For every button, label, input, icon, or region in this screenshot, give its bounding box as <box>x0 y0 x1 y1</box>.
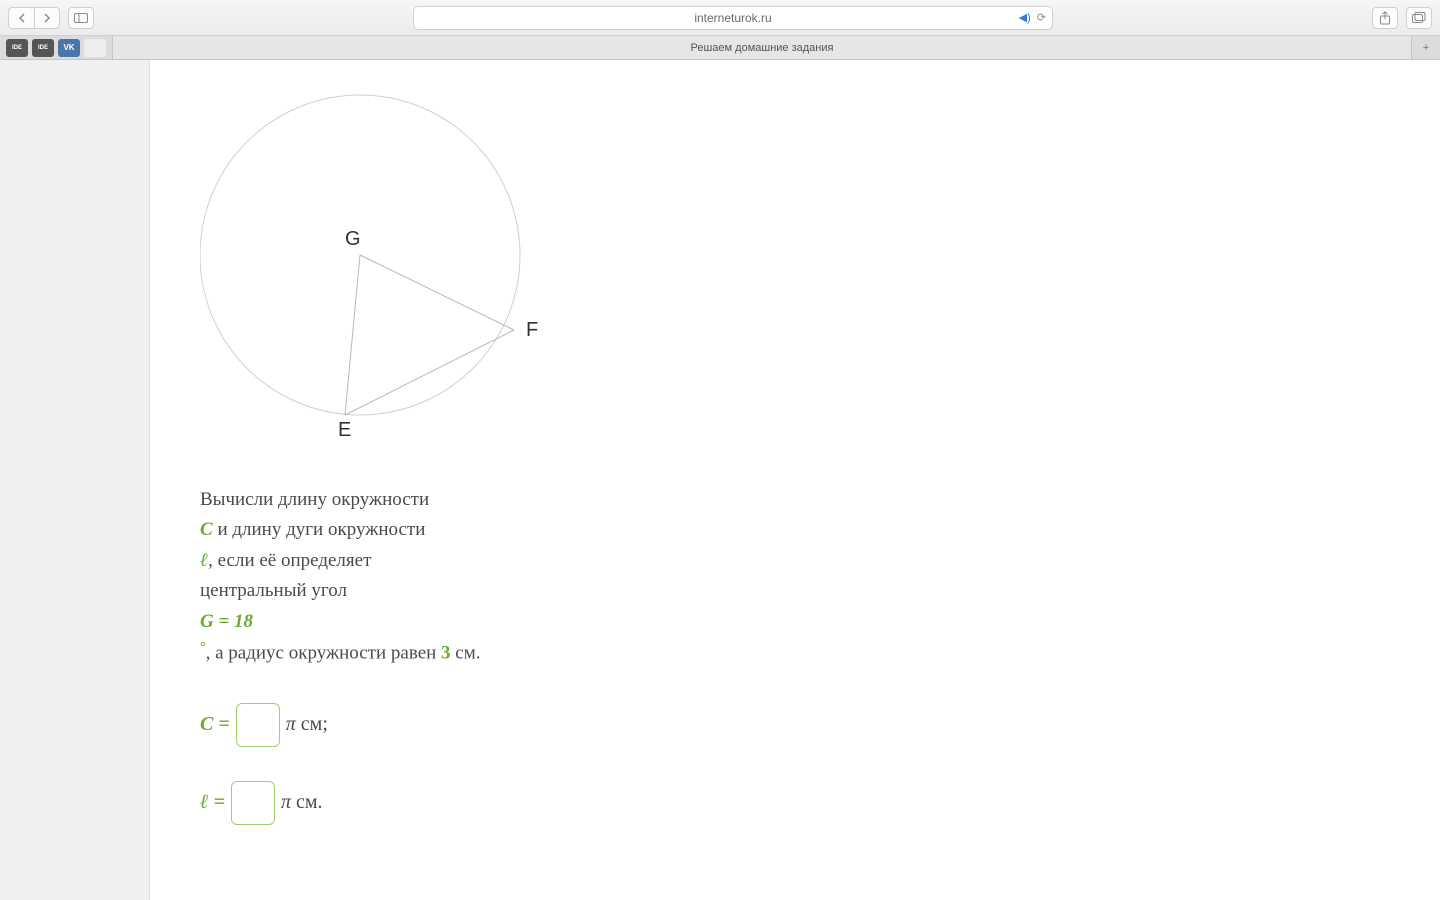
line-GF <box>360 255 514 330</box>
favorites-strip: IDE IDE VK <box>0 36 113 59</box>
line-GE <box>345 255 360 415</box>
sidebar-toggle-button[interactable] <box>68 7 94 29</box>
unit-cm: см. <box>451 642 481 663</box>
share-icon <box>1379 11 1391 25</box>
favicon-empty[interactable] <box>84 39 106 57</box>
content-area: G F E Вычисли длину окружности C и длину… <box>0 60 1440 900</box>
reload-button[interactable]: ⟳ <box>1037 11 1046 24</box>
tab-label: Решаем домашние задания <box>691 42 834 54</box>
favicon-vk[interactable]: VK <box>58 39 80 57</box>
chevron-right-icon <box>43 13 51 23</box>
address-controls: ◀︎) ⟳ <box>1019 11 1046 24</box>
sym-G-eq: G = 18 <box>200 611 253 632</box>
browser-toolbar: interneturok.ru ◀︎) ⟳ <box>0 0 1440 36</box>
ans-l-prefix: ℓ = <box>200 791 225 814</box>
label-G: G <box>345 228 361 250</box>
circle-diagram: G F E <box>200 90 1400 455</box>
diagram-svg: G F E <box>200 90 560 450</box>
problem-line4: центральный угол <box>200 580 347 601</box>
nav-buttons <box>8 7 60 29</box>
toolbar-right <box>1372 7 1432 29</box>
label-F: F <box>526 319 538 341</box>
problem-text: Вычисли длину окружности C и длину дуги … <box>200 485 680 669</box>
sidebar-icon <box>74 13 88 23</box>
share-button[interactable] <box>1372 7 1398 29</box>
input-l[interactable] <box>231 781 275 825</box>
problem-line1: Вычисли длину окружности <box>200 489 429 510</box>
line-FE <box>345 330 514 415</box>
active-tab[interactable]: Решаем домашние задания <box>113 36 1412 59</box>
ans-C-prefix: C = <box>200 713 230 736</box>
page-content: G F E Вычисли длину окружности C и длину… <box>150 60 1440 900</box>
label-E: E <box>338 419 351 441</box>
back-button[interactable] <box>8 7 34 29</box>
problem-line5: , а радиус окружности равен <box>206 642 441 663</box>
favicon-ide-2[interactable]: IDE <box>32 39 54 57</box>
answer-block: C = π см; ℓ = π см. <box>200 703 1400 825</box>
answer-row-l: ℓ = π см. <box>200 781 1400 825</box>
sym-l: ℓ <box>200 550 208 571</box>
tabs-overview-button[interactable] <box>1406 7 1432 29</box>
tab-bar: IDE IDE VK Решаем домашние задания + <box>0 36 1440 60</box>
url-text: interneturok.ru <box>694 11 771 25</box>
ans-l-suffix: π см. <box>281 791 323 814</box>
input-C[interactable] <box>236 703 280 747</box>
favicon-ide-1[interactable]: IDE <box>6 39 28 57</box>
ans-C-suffix: π см; <box>286 713 328 736</box>
new-tab-button[interactable]: + <box>1412 36 1440 59</box>
address-bar[interactable]: interneturok.ru ◀︎) ⟳ <box>413 6 1053 30</box>
address-bar-wrap: interneturok.ru ◀︎) ⟳ <box>102 6 1364 30</box>
tabs-icon <box>1412 12 1426 24</box>
answer-row-C: C = π см; <box>200 703 1400 747</box>
chevron-left-icon <box>18 13 26 23</box>
problem-line2: и длину дуги окружности <box>213 519 426 540</box>
page-gutter <box>0 60 150 900</box>
problem-line3: , если её определяет <box>208 550 371 571</box>
forward-button[interactable] <box>34 7 60 29</box>
reader-audio-icon[interactable]: ◀︎) <box>1019 11 1031 24</box>
sym-C: C <box>200 519 213 540</box>
radius-val: 3 <box>441 642 451 663</box>
